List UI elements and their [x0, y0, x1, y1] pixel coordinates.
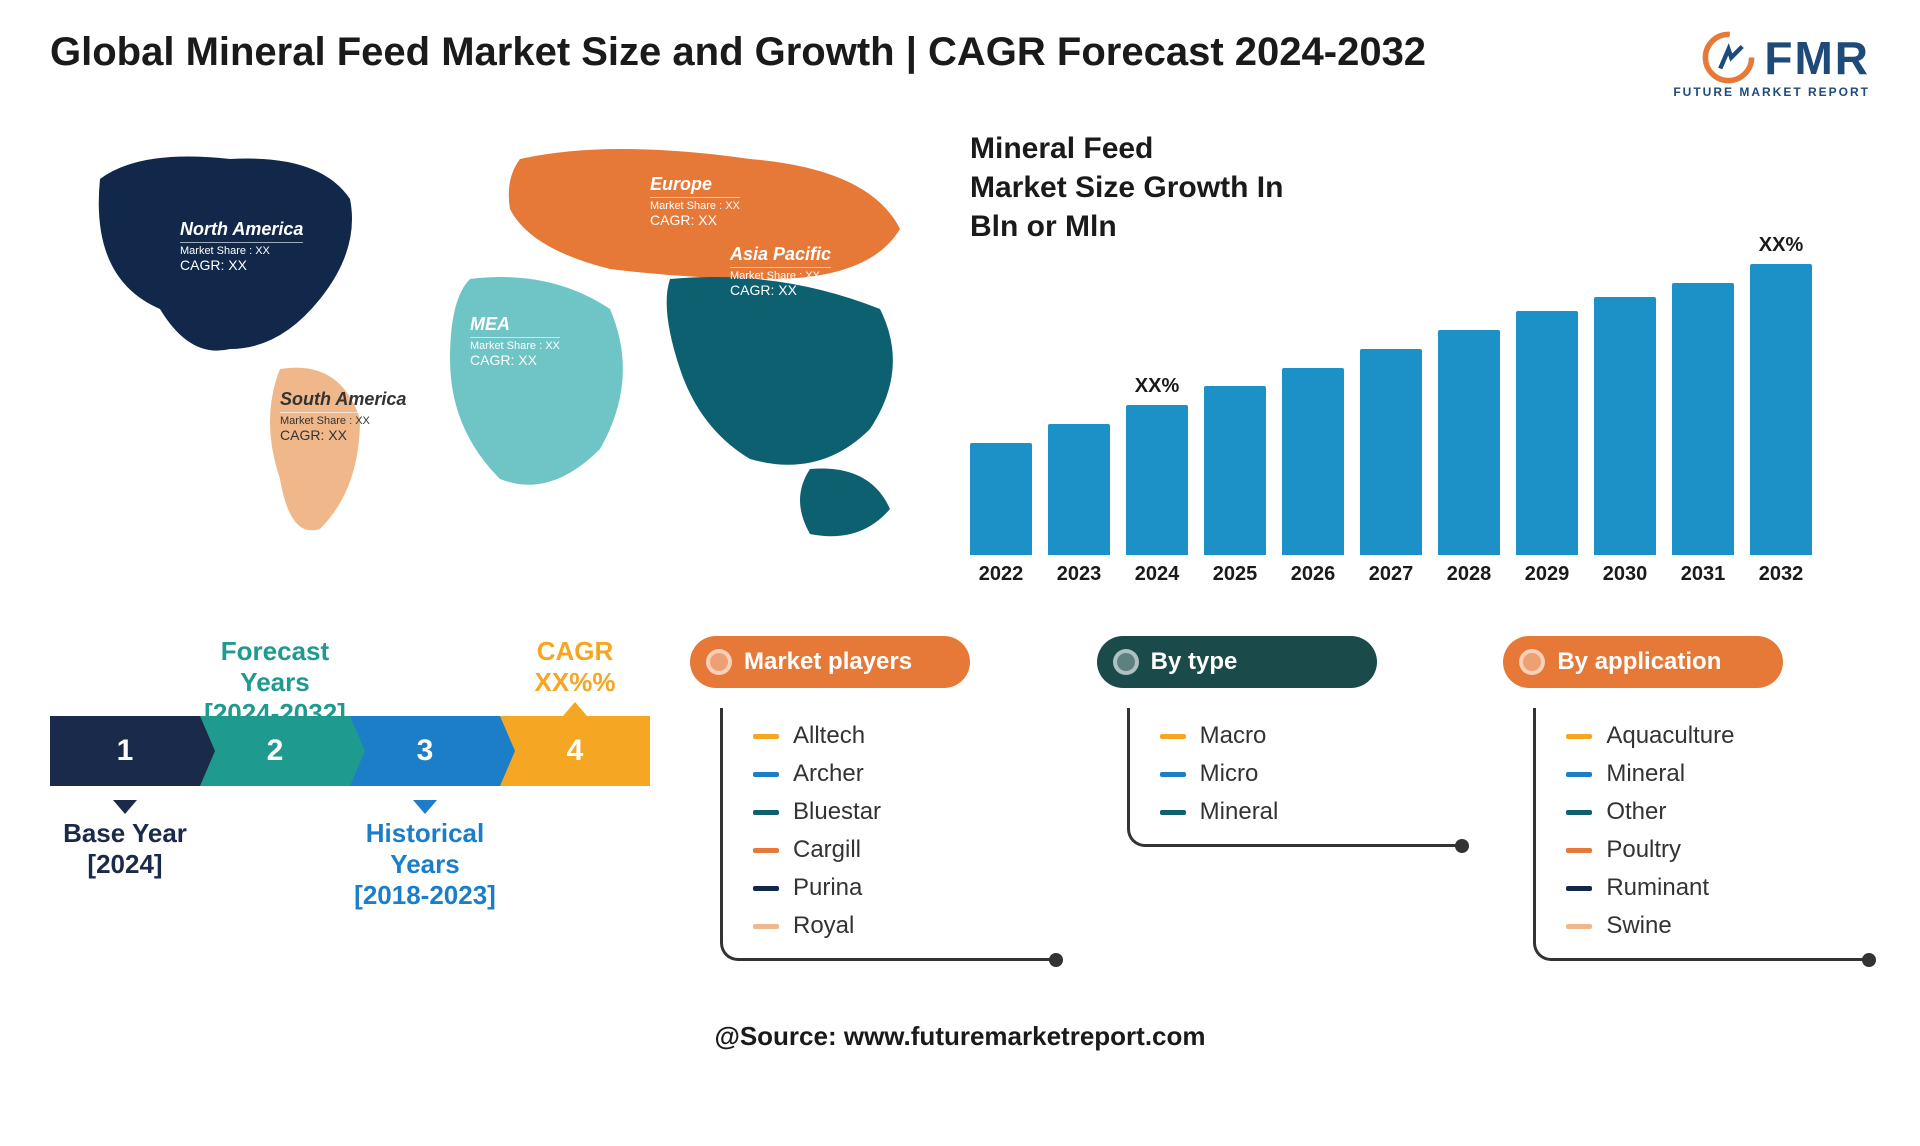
category-by-application: By application Aquaculture Mineral Other Pou…: [1503, 636, 1870, 961]
list-item: Aquaculture: [1566, 722, 1850, 750]
bar-2024: XX%2024: [1126, 405, 1188, 586]
region-mea: [450, 277, 623, 485]
timeline-seg-2: 2: [200, 716, 350, 786]
header: Global Mineral Feed Market Size and Grow…: [50, 30, 1870, 99]
bar-2025: 2025: [1204, 386, 1266, 586]
category-header: Market players: [690, 636, 970, 688]
source-line: @Source: www.futuremarketreport.com: [50, 1021, 1870, 1052]
region-label-north-america: North AmericaMarket Share : XXCAGR: XX: [180, 219, 303, 273]
list-item: Archer: [753, 760, 1037, 788]
timeline-bar: 1 2 3 4: [50, 716, 650, 786]
chart-title: Mineral Feed Market Size Growth In Bln o…: [970, 129, 1870, 246]
list-item: Swine: [1566, 912, 1850, 940]
bar-2030: 2030: [1594, 297, 1656, 586]
historical-label: Historical Years [2018-2023]: [350, 796, 500, 911]
region-label-europe: EuropeMarket Share : XXCAGR: XX: [650, 174, 740, 228]
list-item: Alltech: [753, 722, 1037, 750]
list-item: Micro: [1160, 760, 1444, 788]
list-item: Ruminant: [1566, 874, 1850, 902]
world-map: North AmericaMarket Share : XXCAGR: XX So…: [50, 129, 930, 549]
base-year-label: Base Year [2024]: [50, 796, 200, 911]
bar-2026: 2026: [1282, 368, 1344, 587]
list-item: Mineral: [1160, 798, 1444, 826]
list-item: Other: [1566, 798, 1850, 826]
bar-2022: 2022: [970, 443, 1032, 587]
timeline: Forecast Years [2024-2032] CAGR XX%% 1 2…: [50, 636, 650, 911]
list-item: Macro: [1160, 722, 1444, 750]
region-label-asia-pacific: Asia PacificMarket Share : XXCAGR: XX: [730, 244, 831, 298]
bar-2031: 2031: [1672, 283, 1734, 586]
bar-2032: XX%2032: [1750, 264, 1812, 586]
region-label-mea: MEAMarket Share : XXCAGR: XX: [470, 314, 560, 368]
list-item: Cargill: [753, 836, 1037, 864]
region-label-south-america: South AmericaMarket Share : XXCAGR: XX: [280, 389, 406, 443]
region-asia-pacific: [667, 277, 893, 536]
list-item: Royal: [753, 912, 1037, 940]
logo-text: FMR: [1764, 31, 1870, 85]
list-item: Bluestar: [753, 798, 1037, 826]
bar-2028: 2028: [1438, 330, 1500, 586]
timeline-seg-1: 1: [50, 716, 200, 786]
bar-2029: 2029: [1516, 311, 1578, 586]
bar-chart: Mineral Feed Market Size Growth In Bln o…: [970, 129, 1870, 586]
list-item: Poultry: [1566, 836, 1850, 864]
category-by-type: By type Macro Micro Mineral: [1097, 636, 1464, 961]
logo-icon: [1701, 30, 1756, 85]
logo-subtitle: FUTURE MARKET REPORT: [1673, 85, 1870, 99]
bar-2023: 2023: [1048, 424, 1110, 586]
category-market-players: Market players Alltech Archer Bluestar Cargi…: [690, 636, 1057, 961]
logo: FMR FUTURE MARKET REPORT: [1673, 30, 1870, 99]
category-header: By type: [1097, 636, 1377, 688]
page-title: Global Mineral Feed Market Size and Grow…: [50, 30, 1426, 75]
timeline-seg-3: 3: [350, 716, 500, 786]
list-item: Mineral: [1566, 760, 1850, 788]
list-item: Purina: [753, 874, 1037, 902]
timeline-seg-4: 4: [500, 716, 650, 786]
category-header: By application: [1503, 636, 1783, 688]
bar-2027: 2027: [1360, 349, 1422, 586]
